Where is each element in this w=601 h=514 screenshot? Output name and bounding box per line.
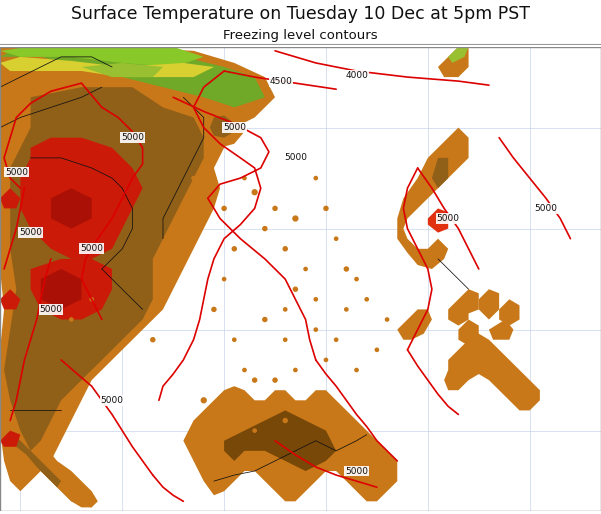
Text: 5000: 5000 [437, 214, 460, 223]
Polygon shape [428, 208, 448, 233]
Polygon shape [0, 47, 204, 67]
Circle shape [263, 318, 267, 322]
Polygon shape [4, 87, 204, 451]
Polygon shape [0, 289, 20, 309]
Circle shape [192, 176, 195, 180]
Circle shape [182, 216, 185, 221]
Text: 5000: 5000 [121, 133, 144, 142]
Circle shape [284, 308, 287, 311]
Polygon shape [0, 57, 214, 77]
Polygon shape [0, 47, 275, 491]
Text: 5000: 5000 [223, 123, 246, 132]
Polygon shape [20, 138, 142, 259]
Circle shape [222, 207, 226, 210]
Circle shape [243, 176, 246, 180]
Circle shape [222, 419, 226, 422]
Text: Freezing level contours: Freezing level contours [223, 29, 378, 42]
Circle shape [90, 298, 93, 301]
Polygon shape [204, 112, 245, 148]
Polygon shape [51, 188, 92, 229]
Circle shape [263, 227, 267, 231]
Polygon shape [397, 309, 432, 340]
Text: 4000: 4000 [345, 70, 368, 80]
Polygon shape [31, 259, 112, 320]
Polygon shape [489, 320, 513, 340]
Circle shape [355, 369, 358, 372]
Circle shape [314, 176, 317, 180]
Circle shape [293, 216, 298, 221]
Circle shape [232, 247, 236, 251]
Polygon shape [82, 63, 163, 77]
Text: 5000: 5000 [80, 244, 103, 253]
Circle shape [324, 207, 328, 210]
Circle shape [70, 318, 73, 321]
Polygon shape [397, 127, 469, 269]
Polygon shape [499, 299, 519, 325]
Text: 5000: 5000 [19, 228, 42, 237]
Circle shape [273, 207, 277, 210]
Circle shape [151, 338, 155, 342]
Circle shape [212, 307, 216, 311]
Polygon shape [459, 289, 479, 314]
Circle shape [252, 378, 257, 382]
Polygon shape [459, 320, 479, 346]
Circle shape [355, 278, 358, 281]
Circle shape [252, 190, 257, 195]
Polygon shape [448, 299, 469, 325]
Polygon shape [448, 47, 469, 63]
Polygon shape [0, 188, 20, 208]
Circle shape [294, 369, 297, 372]
Circle shape [171, 257, 175, 261]
Polygon shape [10, 431, 61, 487]
Circle shape [385, 318, 389, 321]
Polygon shape [41, 269, 82, 309]
Circle shape [201, 398, 206, 403]
Polygon shape [0, 390, 98, 507]
Circle shape [365, 298, 368, 301]
Circle shape [314, 328, 317, 331]
Text: 5000: 5000 [5, 168, 28, 176]
Circle shape [325, 358, 328, 361]
Text: Surface Temperature on Tuesday 10 Dec at 5pm PST: Surface Temperature on Tuesday 10 Dec at… [71, 5, 530, 23]
Polygon shape [0, 47, 265, 107]
Circle shape [233, 338, 236, 341]
Circle shape [375, 348, 379, 352]
Circle shape [335, 338, 338, 341]
Circle shape [273, 378, 277, 382]
Polygon shape [224, 410, 336, 471]
Text: 5000: 5000 [284, 153, 307, 162]
Polygon shape [183, 386, 397, 501]
Circle shape [314, 298, 317, 301]
Polygon shape [0, 420, 92, 507]
Circle shape [161, 297, 165, 301]
Polygon shape [444, 334, 540, 410]
Circle shape [284, 338, 287, 341]
Polygon shape [479, 289, 499, 320]
Text: 5000: 5000 [40, 305, 63, 314]
Text: 5000: 5000 [345, 467, 368, 475]
Polygon shape [438, 47, 469, 77]
Circle shape [283, 418, 287, 423]
Circle shape [283, 247, 287, 251]
Text: 5000: 5000 [100, 396, 124, 405]
Circle shape [222, 278, 226, 281]
Circle shape [243, 369, 246, 372]
Polygon shape [210, 116, 234, 138]
Circle shape [304, 267, 307, 270]
Polygon shape [432, 158, 448, 188]
Text: 5000: 5000 [534, 204, 558, 213]
Circle shape [335, 237, 338, 241]
Circle shape [344, 267, 349, 271]
Circle shape [345, 308, 348, 311]
Polygon shape [0, 431, 20, 447]
Circle shape [253, 429, 256, 432]
Text: 4500: 4500 [270, 77, 293, 86]
Circle shape [293, 287, 297, 291]
